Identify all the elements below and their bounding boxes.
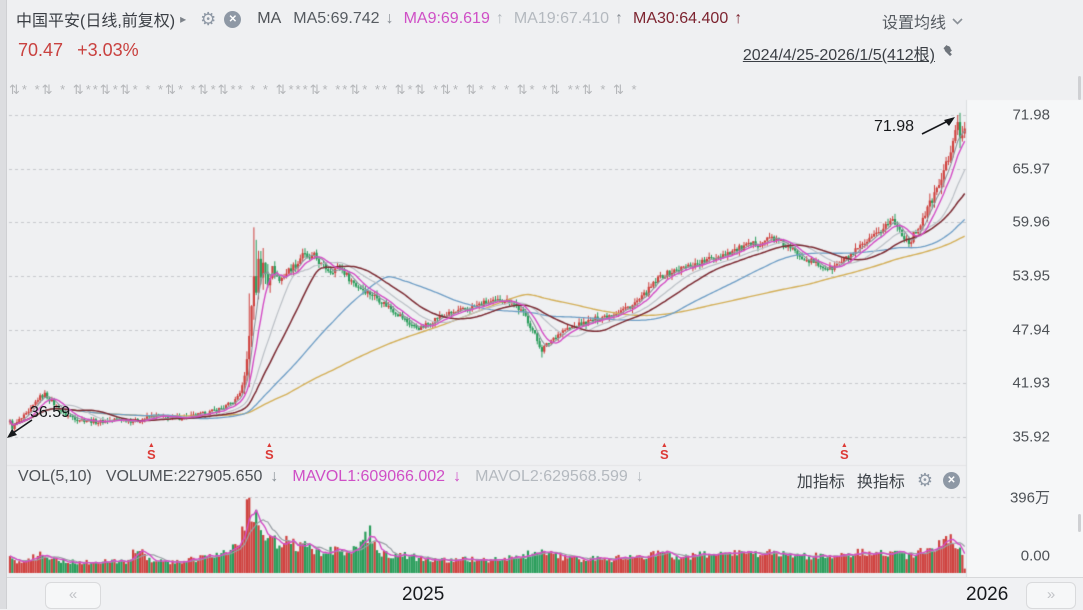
ma5-value: MA5:69.742 <box>293 10 380 27</box>
scrollbar-thumb[interactable] <box>1078 514 1081 532</box>
volume-axis-max: 396万 <box>1009 489 1050 507</box>
time-axis-bar <box>0 577 1083 610</box>
left-panel-edge <box>0 0 7 609</box>
scrollbar-thumb[interactable] <box>1078 76 1081 100</box>
price-axis-label: 65.97 <box>1012 160 1050 178</box>
gear-icon[interactable]: ⚙ <box>200 8 217 29</box>
dividend-marker-icon: ▲ S <box>265 442 274 462</box>
dividend-marker-icon: ▲ S <box>840 442 849 462</box>
price-axis-label: 41.93 <box>1012 374 1050 392</box>
volume-axis-min: 0.00 <box>1020 547 1050 565</box>
close-icon[interactable]: ✕ <box>224 10 242 28</box>
change-percent: +3.03% <box>77 40 139 60</box>
symbol-title[interactable]: 中国平安(日线,前复权) <box>16 13 176 30</box>
date-range-link[interactable]: 2024/4/25-2026/1/5(412根) <box>742 47 935 64</box>
price-axis-label: 47.94 <box>1012 321 1050 339</box>
last-price: 70.47 <box>18 40 64 60</box>
scroll-left-button[interactable]: « <box>45 582 101 609</box>
ma9-trend-arrow-icon: ↑ <box>495 10 504 27</box>
high-annotation: 71.98 <box>874 118 915 135</box>
ma30-value: MA30:64.400 <box>633 10 729 27</box>
mavol2-value: MAVOL2:629568.599 <box>475 468 628 485</box>
event-marker-strip: ⇅* *⇅ * ⇅**⇅*⇅* * *⇅* *⇅*⇅** * * ⇅***⇅* … <box>9 82 639 97</box>
ma30-trend-arrow-icon: ↑ <box>734 10 743 27</box>
mavol1-value: MAVOL1:609066.002 <box>292 468 446 485</box>
set-ma-button[interactable]: 设置均线 <box>882 9 963 33</box>
ma-indicator-label: MA <box>257 10 282 27</box>
price-axis-label: 59.96 <box>1012 213 1050 231</box>
price-axis-label: 71.98 <box>1012 106 1050 124</box>
ma9-value: MA9:69.619 <box>403 10 490 27</box>
ma19-value: MA19:67.410 <box>513 10 610 27</box>
low-annotation-arrow-icon <box>7 419 33 438</box>
volume-header: VOL(5,10) VOLUME:227905.650 ↓ MAVOL1:609… <box>18 468 652 486</box>
low-annotation: 36.59 <box>30 404 71 421</box>
high-annotation-arrow-icon <box>921 117 955 135</box>
set-ma-label: 设置均线 <box>881 15 946 32</box>
pin-icon[interactable] <box>941 44 959 62</box>
volume-trend-arrow-icon: ↓ <box>270 468 279 485</box>
switch-indicator-button[interactable]: 换指标 <box>856 474 905 491</box>
vol-indicator-label: VOL(5,10) <box>18 468 92 485</box>
year-label-2025: 2025 <box>402 584 445 605</box>
last-price-line: 70.47 +3.03% <box>18 40 139 61</box>
volume-value: VOLUME:227905.650 <box>105 468 263 485</box>
dividend-marker-icon: ▲ S <box>660 442 669 462</box>
volume-close-icon[interactable]: ✕ <box>943 471 960 489</box>
mavol2-trend-arrow-icon: ↓ <box>635 468 644 485</box>
dividend-marker-icon: ▲ S <box>147 442 156 462</box>
year-label-2026: 2026 <box>966 584 1009 605</box>
chart-header: 中国平安(日线,前复权) ▸ ⚙ ✕ MA MA5:69.742 ↓ MA9:6… <box>16 7 752 31</box>
chevron-down-icon <box>952 17 963 25</box>
caret-down-icon[interactable]: ▸ <box>180 12 187 26</box>
price-axis-label: 53.95 <box>1012 267 1050 285</box>
price-axis-label: 35.92 <box>1012 428 1050 446</box>
ma19-trend-arrow-icon: ↑ <box>615 10 624 27</box>
volume-gear-icon[interactable]: ⚙ <box>916 469 933 490</box>
add-indicator-button[interactable]: 加指标 <box>796 474 845 491</box>
ma5-trend-arrow-icon: ↓ <box>385 10 394 27</box>
mavol1-trend-arrow-icon: ↓ <box>453 468 462 485</box>
scroll-right-button[interactable]: » <box>1026 582 1076 609</box>
